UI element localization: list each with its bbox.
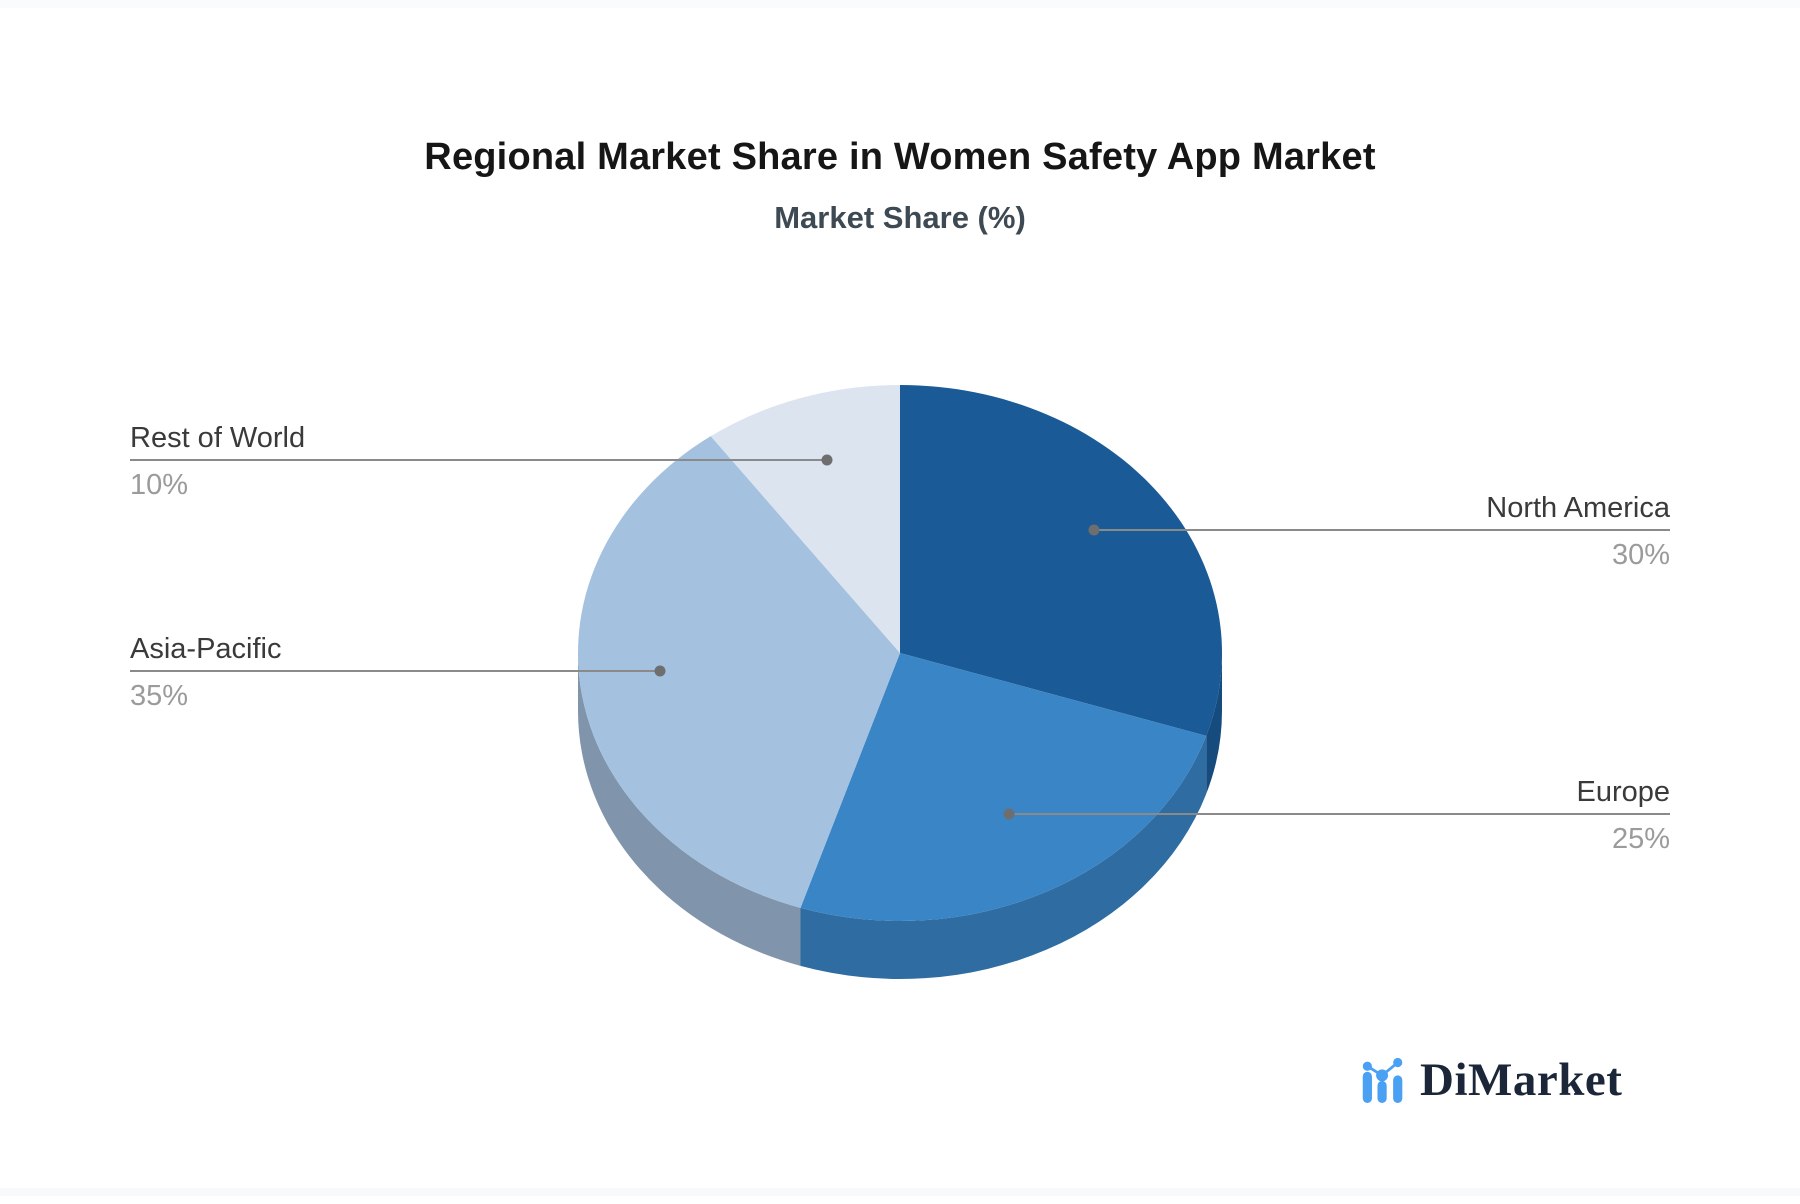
pie-chart (130, 385, 1670, 979)
callout-label-north-america: North America (1486, 491, 1670, 525)
callout-value-rest-of-world: 10% (130, 468, 188, 502)
slice-value: 30% (1611, 539, 1670, 571)
callout-value-europe: 25% (1612, 822, 1670, 856)
leader-dot-europe (1003, 808, 1015, 820)
bar-line-chart-icon (1362, 1057, 1403, 1103)
slice-label: Asia-Pacific (130, 633, 282, 665)
pie-depth-europe (800, 735, 1207, 979)
slice-label: Rest of World (130, 422, 306, 454)
slice-label: Europe (1576, 776, 1670, 808)
callout-label-europe: Europe (1576, 775, 1670, 809)
chart-title: Regional Market Share in Women Safety Ap… (424, 136, 1376, 178)
leader-dot-asia-pacific (654, 665, 666, 677)
slice-value: 25% (1611, 823, 1670, 855)
slice-value: 10% (130, 469, 189, 501)
leader-dot-rest-of-world (821, 454, 833, 466)
slice-value: 35% (130, 680, 189, 712)
callout-value-asia-pacific: 35% (130, 679, 188, 713)
callout-label-asia-pacific: Asia-Pacific (130, 632, 282, 666)
callout-value-north-america: 30% (1612, 538, 1670, 572)
pie-slice-asia-pacific (578, 436, 900, 908)
pie-slice-north-america (900, 385, 1223, 736)
chart-subtitle: Market Share (%) (774, 200, 1026, 235)
pie-depth-asia-pacific (578, 653, 801, 966)
slice-label: North America (1486, 492, 1670, 524)
pie-slice-europe (800, 653, 1207, 921)
callout-label-rest-of-world: Rest of World (130, 421, 305, 455)
pie-depth-north-america (1206, 653, 1222, 794)
logo-text: DiMarket (1420, 1054, 1623, 1106)
pie-slice-rest-of-world (710, 385, 900, 653)
leader-dot-north-america (1088, 524, 1100, 536)
dimarket-logo: DiMarket (1360, 1040, 1660, 1106)
